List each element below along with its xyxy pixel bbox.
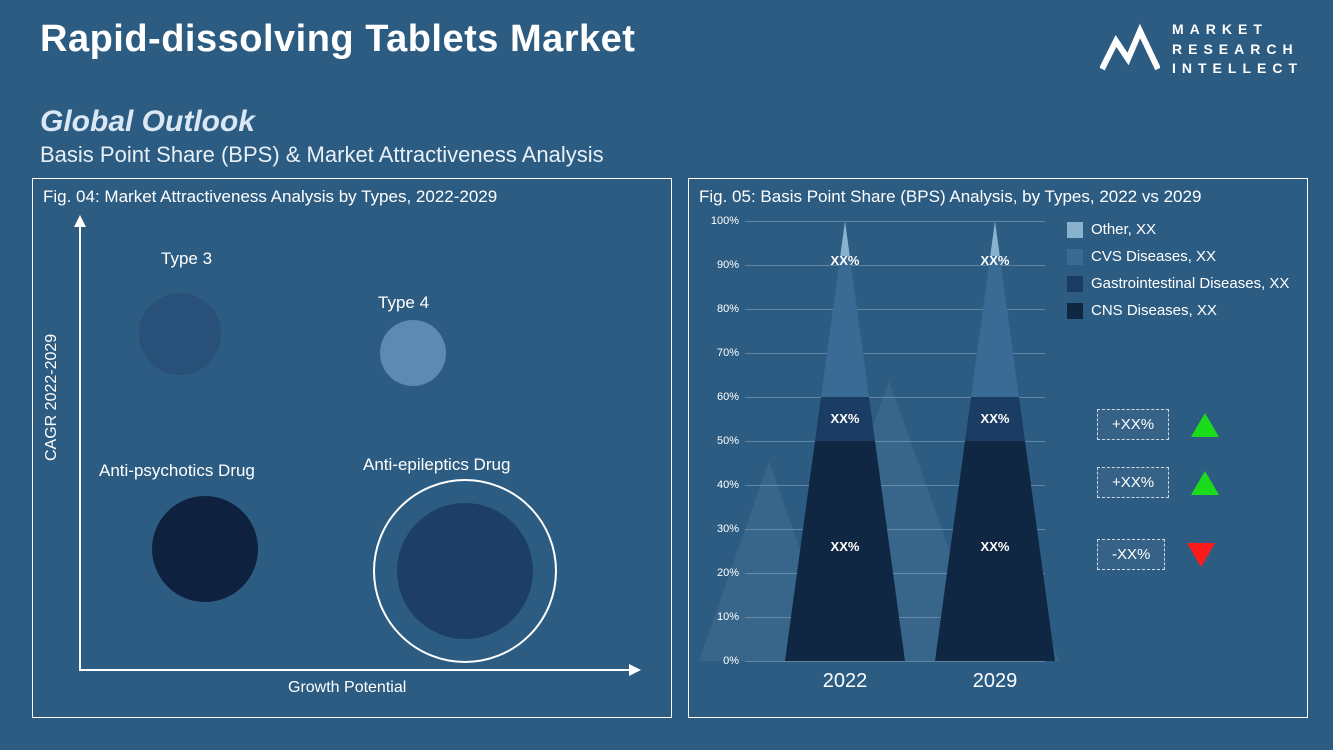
cone-segment-label: XX% xyxy=(935,539,1055,554)
cone-segment-label: XX% xyxy=(785,411,905,426)
bps-legend: Other, XX CVS Diseases, XX Gastrointestina… xyxy=(1067,221,1308,329)
delta-value: +XX% xyxy=(1097,409,1169,440)
year-label: 2022 xyxy=(785,670,905,693)
legend-label: Gastrointestinal Diseases, XX xyxy=(1091,275,1289,292)
logo-text-line: MARKET xyxy=(1172,20,1303,40)
y-tick-label: 30% xyxy=(705,523,739,535)
section-subtitle: Basis Point Share (BPS) & Market Attract… xyxy=(40,142,604,168)
legend-swatch xyxy=(1067,222,1083,238)
year-label: 2029 xyxy=(935,670,1055,693)
bubble-label: Anti-psychotics Drug xyxy=(99,461,255,481)
cone-segment-label: XX% xyxy=(935,411,1055,426)
brand-logo: MARKET RESEARCH INTELLECT xyxy=(1100,20,1303,79)
legend-item: CNS Diseases, XX xyxy=(1067,302,1308,319)
cone-segment xyxy=(935,256,1055,397)
y-tick-label: 40% xyxy=(705,479,739,491)
y-tick-label: 0% xyxy=(705,655,739,667)
bps-cone: XX% XX% XX% xyxy=(935,221,1055,661)
y-tick-label: 50% xyxy=(705,435,739,447)
y-tick-label: 70% xyxy=(705,347,739,359)
triangle-up-icon xyxy=(1191,471,1219,495)
x-axis-label: Growth Potential xyxy=(288,679,406,697)
bubble xyxy=(152,496,258,602)
y-tick-label: 100% xyxy=(705,215,739,227)
legend-label: CNS Diseases, XX xyxy=(1091,302,1217,319)
triangle-up-icon xyxy=(1191,413,1219,437)
legend-swatch xyxy=(1067,249,1083,265)
delta-value: +XX% xyxy=(1097,467,1169,498)
cone-segment-label: XX% xyxy=(785,539,905,554)
cone-segment-label: XX% xyxy=(785,253,905,268)
legend-swatch xyxy=(1067,303,1083,319)
y-tick-label: 60% xyxy=(705,391,739,403)
bps-chart-panel: Fig. 05: Basis Point Share (BPS) Analysi… xyxy=(688,178,1308,718)
y-axis xyxy=(79,217,81,669)
delta-indicator: +XX% xyxy=(1097,409,1219,440)
cone-segment-label: XX% xyxy=(935,253,1055,268)
bubble-chart-panel: Fig. 04: Market Attractiveness Analysis … xyxy=(32,178,672,718)
legend-item: Gastrointestinal Diseases, XX xyxy=(1067,275,1308,292)
y-tick-label: 10% xyxy=(705,611,739,623)
cone-segment xyxy=(785,256,905,397)
y-axis-label: CAGR 2022-2029 xyxy=(43,334,61,461)
legend-item: CVS Diseases, XX xyxy=(1067,248,1308,265)
legend-swatch xyxy=(1067,276,1083,292)
bubble xyxy=(380,320,446,386)
page-title: Rapid-dissolving Tablets Market xyxy=(40,18,635,61)
bubble xyxy=(397,503,533,639)
bubble-label: Anti-epileptics Drug xyxy=(363,455,510,475)
bubble-label: Type 3 xyxy=(161,249,212,269)
logo-mark-icon xyxy=(1100,23,1160,75)
y-tick-label: 80% xyxy=(705,303,739,315)
bubble-label: Type 4 xyxy=(378,293,429,313)
legend-label: Other, XX xyxy=(1091,221,1156,238)
bubble xyxy=(139,293,221,375)
section-title: Global Outlook xyxy=(40,105,255,139)
y-tick-label: 90% xyxy=(705,259,739,271)
triangle-down-icon xyxy=(1187,543,1215,567)
legend-item: Other, XX xyxy=(1067,221,1308,238)
delta-indicator: -XX% xyxy=(1097,539,1215,570)
gridline xyxy=(745,661,1045,662)
logo-text-line: INTELLECT xyxy=(1172,59,1303,79)
legend-label: CVS Diseases, XX xyxy=(1091,248,1216,265)
bps-cone: XX% XX% XX% xyxy=(785,221,905,661)
cone-segment xyxy=(785,221,905,256)
figure-title: Fig. 04: Market Attractiveness Analysis … xyxy=(43,187,661,207)
logo-text-line: RESEARCH xyxy=(1172,40,1303,60)
y-tick-label: 20% xyxy=(705,567,739,579)
cone-segment xyxy=(935,221,1055,256)
delta-indicator: +XX% xyxy=(1097,467,1219,498)
figure-title: Fig. 05: Basis Point Share (BPS) Analysi… xyxy=(699,187,1297,207)
delta-value: -XX% xyxy=(1097,539,1165,570)
x-axis xyxy=(79,669,639,671)
bps-chart: 0% 10% 20% 30% 40% 50% 60% 70% 80% 90% 100% Other,… xyxy=(699,211,1299,707)
bubble-chart: CAGR 2022-2029 Growth Potential Type 3 Ty… xyxy=(43,211,643,701)
